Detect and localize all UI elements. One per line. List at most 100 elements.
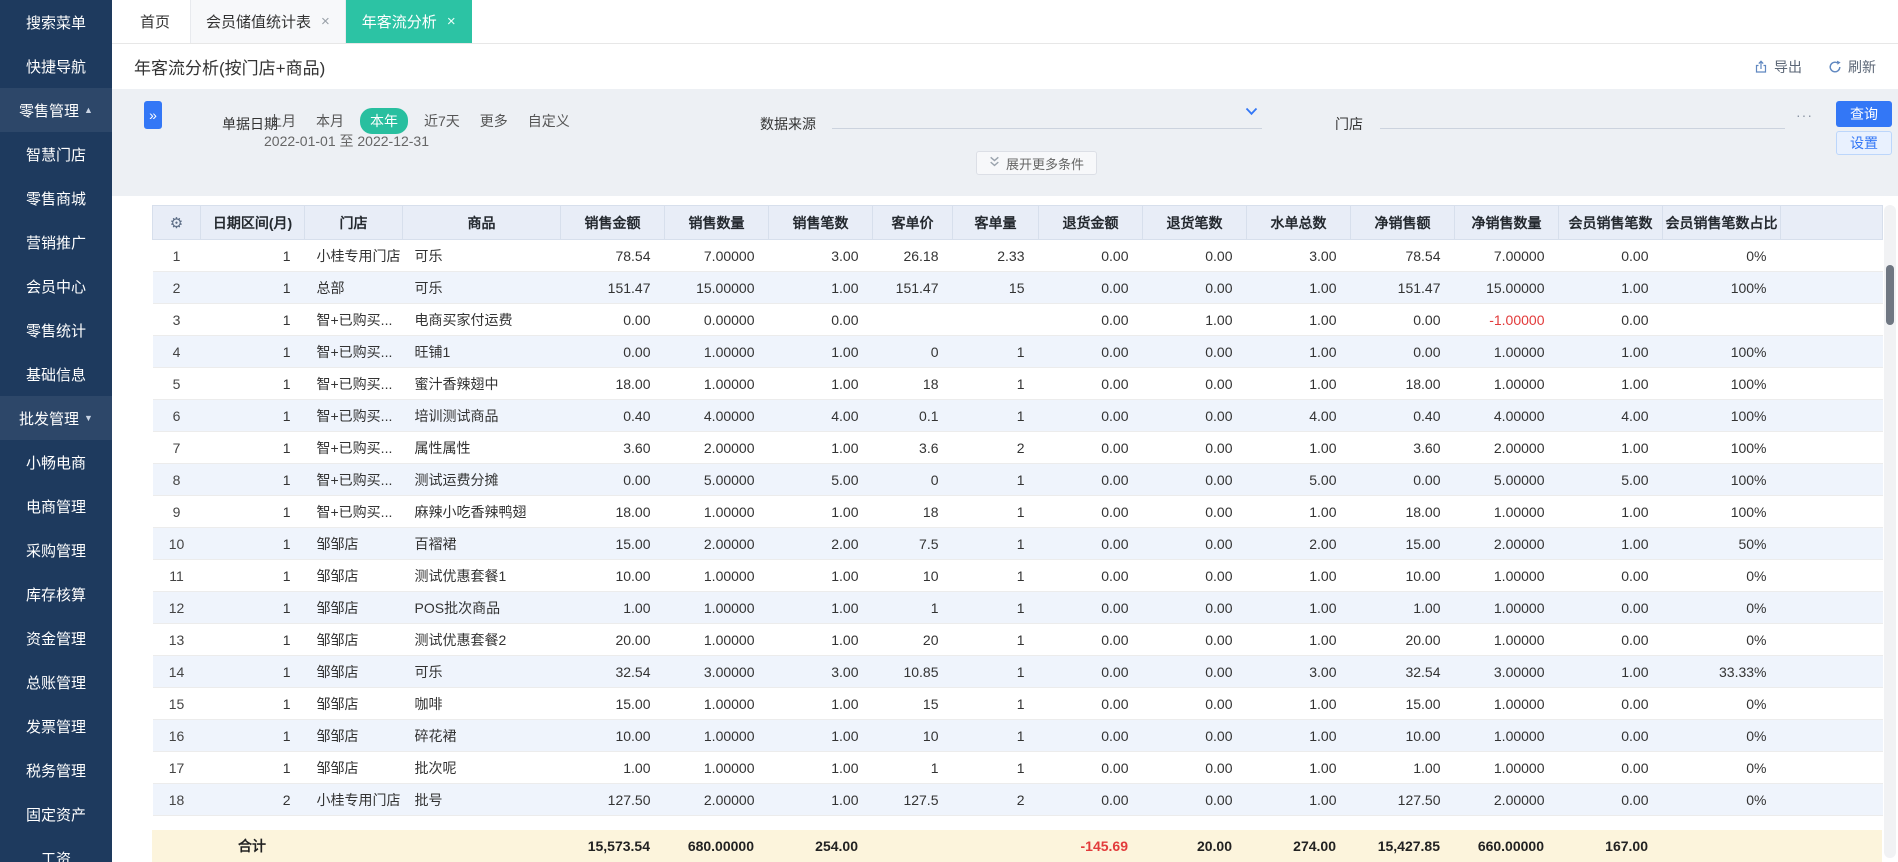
column-header[interactable]: 日期区间(月) — [200, 205, 305, 240]
column-settings-header[interactable]: ⚙ — [152, 205, 201, 240]
store-input[interactable]: ··· — [1380, 97, 1812, 129]
column-header[interactable]: 销售笔数 — [768, 205, 873, 240]
column-header[interactable]: 退货金额 — [1038, 205, 1143, 240]
tab-home[interactable]: 首页 — [120, 0, 190, 43]
column-header[interactable]: 退货笔数 — [1142, 205, 1247, 240]
column-header[interactable]: 净销售额 — [1350, 205, 1455, 240]
table-cell: 10.00 — [560, 559, 665, 592]
sidebar-item[interactable]: 发票管理 — [0, 704, 112, 748]
sidebar-item[interactable]: 零售统计 — [0, 308, 112, 352]
sidebar-item[interactable]: 固定资产 — [0, 792, 112, 836]
expand-more-button[interactable]: 展开更多条件 — [976, 151, 1098, 175]
column-header[interactable]: 水单总数 — [1246, 205, 1351, 240]
table-cell: 5.00 — [768, 463, 873, 496]
sidebar-item[interactable]: 营销推广 — [0, 220, 112, 264]
table-cell: 2.00 — [1246, 527, 1351, 560]
sidebar-item[interactable]: 基础信息 — [0, 352, 112, 396]
tab-annual-customer-flow[interactable]: 年客流分析 × — [345, 0, 472, 43]
sidebar-item[interactable]: 会员中心 — [0, 264, 112, 308]
sidebar-item[interactable]: 库存核算 — [0, 572, 112, 616]
table-row[interactable]: 9 1 智+已购买... 麻辣小吃香辣鸭翅 18.00 1.00000 1.00 18 1 0.0… — [152, 495, 1883, 528]
sidebar-item[interactable]: 零售管理 ▲ — [0, 88, 112, 132]
date-quick-button[interactable]: 上月 — [268, 113, 296, 129]
column-header[interactable]: 会员销售笔数占比 — [1662, 205, 1781, 240]
table-row[interactable]: 4 1 智+已购买... 旺铺1 0.00 1.00000 1.00 0 1 0.00 0.00 1.… — [152, 335, 1883, 368]
column-header[interactable]: 门店 — [304, 205, 403, 240]
header-row: ⚙ 日期区间(月) 门店 商品 销售金额 销售数量 销售笔数 客单价 客单量 退货金额 退货笔数 水单… — [152, 205, 1883, 240]
table-row[interactable]: 18 2 小桂专用门店 批号 127.50 2.00000 1.00 127.5 2 0.00 0.… — [152, 783, 1883, 816]
sidebar-item[interactable]: 搜索菜单 — [0, 0, 112, 44]
table-cell: 7.5 — [872, 527, 953, 560]
table-cell: 总部 — [304, 271, 403, 304]
table-row[interactable]: 8 1 智+已购买... 测试运费分摊 0.00 5.00000 5.00 0 1 0.00 0.0… — [152, 463, 1883, 496]
table-cell: 碎花裙 — [402, 719, 561, 752]
sidebar-item[interactable]: 快捷导航 — [0, 44, 112, 88]
table-row[interactable]: 1 1 小桂专用门店 可乐 78.54 7.00000 3.00 26.18 2.33 0.00 0… — [152, 239, 1883, 272]
sidebar-item[interactable]: 小畅电商 — [0, 440, 112, 484]
table-cell: 小桂专用门店 — [304, 783, 403, 816]
close-icon[interactable]: × — [446, 13, 456, 30]
row-number: 9 — [152, 495, 201, 528]
table-row[interactable]: 10 1 邹邹店 百褶裙 15.00 2.00000 2.00 7.5 1 0.00 0.00 2.0… — [152, 527, 1883, 560]
date-quick-button[interactable]: 自定义 — [527, 113, 570, 129]
data-source-select[interactable] — [832, 97, 1262, 129]
table-row[interactable]: 17 1 邹邹店 批次呢 1.00 1.00000 1.00 1 1 0.00 0.00 1.00 1.… — [152, 751, 1883, 784]
query-button[interactable]: 查询 — [1836, 101, 1892, 127]
column-header[interactable]: 商品 — [402, 205, 561, 240]
column-header[interactable]: 销售数量 — [664, 205, 769, 240]
column-header[interactable]: 会员销售笔数 — [1558, 205, 1663, 240]
table-row[interactable]: 14 1 邹邹店 可乐 32.54 3.00000 3.00 10.85 1 0.00 0.00 3.… — [152, 655, 1883, 688]
sidebar-item[interactable]: 电商管理 — [0, 484, 112, 528]
sidebar-item[interactable]: 智慧门店 — [0, 132, 112, 176]
table-row[interactable]: 15 1 邹邹店 咖啡 15.00 1.00000 1.00 15 1 0.00 0.00 1.00 1… — [152, 687, 1883, 720]
vertical-scrollbar[interactable] — [1884, 205, 1896, 858]
sidebar-item[interactable]: 资金管理 — [0, 616, 112, 660]
table-row[interactable]: 6 1 智+已购买... 培训测试商品 0.40 4.00000 4.00 0.1 1 0.00 0… — [152, 399, 1883, 432]
table-cell: 2 — [952, 783, 1039, 816]
settings-button[interactable]: 设置 — [1836, 131, 1892, 155]
sidebar-item[interactable]: 采购管理 — [0, 528, 112, 572]
sidebar-menu: 搜索菜单 快捷导航 零售管理 ▲ 智慧门店 零售商城 营销推广 会员中心 零售统计 基础信息 批发管… — [0, 0, 112, 862]
more-icon[interactable]: ··· — [1796, 107, 1813, 123]
date-quick-button[interactable]: 更多 — [479, 113, 508, 129]
table-cell: 1.00 — [768, 687, 873, 720]
table-cell: 10.00 — [1350, 559, 1455, 592]
table-row[interactable]: 13 1 邹邹店 测试优惠套餐2 20.00 1.00000 1.00 20 1 0.00 0.00… — [152, 623, 1883, 656]
table-row[interactable]: 3 1 智+已购买... 电商买家付运费 0.00 0.00000 0.00 0.00 1.00… — [152, 303, 1883, 336]
table-cell: 0.00000 — [664, 303, 769, 336]
table-row[interactable]: 7 1 智+已购买... 属性属性 3.60 2.00000 1.00 3.6 2 0.00 0.0… — [152, 431, 1883, 464]
table-row[interactable]: 5 1 智+已购买... 蜜汁香辣翅中 18.00 1.00000 1.00 18 1 0.00 0… — [152, 367, 1883, 400]
sidebar-item[interactable]: 批发管理 ▼ — [0, 396, 112, 440]
table-cell: 0.00 — [1558, 239, 1663, 272]
date-quick-button[interactable]: 本年 — [360, 108, 408, 134]
refresh-button[interactable]: 刷新 — [1828, 57, 1876, 77]
table-cell: 4.00 — [1558, 399, 1663, 432]
sidebar-item[interactable]: 税务管理 — [0, 748, 112, 792]
table-row[interactable]: 12 1 邹邹店 POS批次商品 1.00 1.00000 1.00 1 1 0.00 0.00 1.… — [152, 591, 1883, 624]
close-icon[interactable]: × — [321, 13, 330, 30]
column-header[interactable]: 销售金额 — [560, 205, 665, 240]
row-number: 1 — [152, 239, 201, 272]
sidebar-item[interactable]: 工资 — [0, 836, 112, 862]
date-quick-button[interactable]: 近7天 — [424, 113, 460, 129]
column-header[interactable]: 客单量 — [952, 205, 1039, 240]
collapse-panel-button[interactable]: » — [144, 101, 162, 129]
table-cell — [1780, 463, 1883, 496]
sidebar-item[interactable]: 总账管理 — [0, 660, 112, 704]
table-row[interactable]: 16 1 邹邹店 碎花裙 10.00 1.00000 1.00 10 1 0.00 0.00 1.00… — [152, 719, 1883, 752]
column-header[interactable]: 客单价 — [872, 205, 953, 240]
table-row[interactable]: 2 1 总部 可乐 151.47 15.00000 1.00 151.47 15 0.00 0.00… — [152, 271, 1883, 304]
sidebar-item[interactable]: 零售商城 — [0, 176, 112, 220]
sidebar-item-label: 采购管理 — [25, 542, 86, 560]
tab-member-stored-value-report[interactable]: 会员储值统计表 × — [190, 0, 346, 43]
table-row[interactable]: 11 1 邹邹店 测试优惠套餐1 10.00 1.00000 1.00 10 1 0.00 0.00… — [152, 559, 1883, 592]
gear-icon[interactable]: ⚙ — [169, 214, 184, 232]
column-header[interactable]: 净销售数量 — [1454, 205, 1559, 240]
table-cell: 1.00000 — [1454, 623, 1559, 656]
date-quick-button[interactable]: 本月 — [316, 113, 344, 129]
table-cell: 1.00 — [1246, 495, 1351, 528]
table-cell: 0.00 — [1142, 591, 1247, 624]
table-cell: 1 — [200, 655, 305, 688]
scrollbar-thumb[interactable] — [1886, 265, 1894, 325]
export-button[interactable]: 导出 — [1754, 57, 1802, 77]
